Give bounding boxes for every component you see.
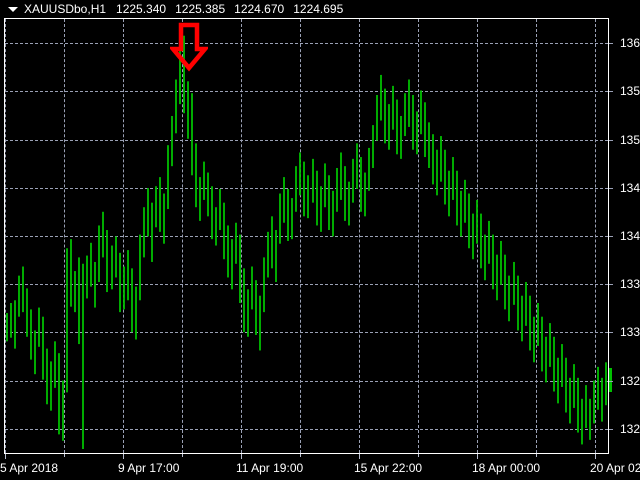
time-tick-minor	[418, 454, 419, 457]
gridline-vertical-minor	[300, 19, 301, 453]
price-label: 1336.640	[620, 277, 640, 292]
price-tick	[609, 90, 613, 92]
time-tick-minor	[300, 454, 301, 457]
symbol-label[interactable]: XAUUSDbo,H1	[24, 2, 107, 16]
time-label: 5 Apr 2018	[0, 461, 59, 475]
price-tick	[609, 429, 613, 431]
price-tick	[609, 381, 613, 383]
quote-low: 1224.670	[234, 2, 285, 16]
gridline-horizontal	[5, 42, 608, 44]
gridline-vertical-minor	[64, 19, 65, 453]
time-tick	[359, 454, 360, 459]
plot-frame	[4, 18, 609, 454]
time-tick-minor	[182, 454, 183, 457]
gridline-horizontal	[5, 139, 608, 141]
price-tick	[609, 42, 613, 44]
price-label: 1363.100	[620, 35, 640, 50]
time-label: 15 Apr 22:00	[354, 461, 423, 475]
time-label: 11 Apr 19:00	[236, 461, 304, 475]
price-label: 1352.495	[620, 132, 640, 147]
price-label: 1320.785	[620, 422, 640, 437]
plot-area[interactable]	[5, 19, 608, 453]
gridline-horizontal	[5, 235, 608, 237]
gridline-horizontal	[5, 187, 608, 189]
gridline-vertical	[5, 19, 6, 453]
price-tick	[609, 332, 613, 334]
time-tick	[123, 454, 124, 459]
time-tick-minor	[536, 454, 537, 457]
time-tick	[595, 454, 596, 459]
gridline-horizontal	[5, 429, 608, 431]
chevron-down-icon[interactable]	[8, 6, 18, 12]
ohlc-bars	[6, 33, 607, 449]
quote-high: 1224.695	[293, 2, 344, 16]
time-tick	[477, 454, 478, 459]
last-price-marker	[609, 368, 612, 393]
price-tick	[609, 187, 613, 189]
gridline-vertical-minor	[182, 19, 183, 453]
gridline-horizontal	[5, 284, 608, 286]
gridline-vertical	[123, 19, 124, 453]
time-tick	[241, 454, 242, 459]
time-tick-minor	[64, 454, 65, 457]
time-scale[interactable]: 5 Apr 2018 9 Apr 17:00 11 Apr 19:00 15 Apr …	[0, 454, 640, 480]
time-label: 18 Apr 00:00	[472, 461, 541, 475]
quote-ask: 1225.385	[175, 2, 226, 16]
gridline-vertical-minor	[536, 19, 537, 453]
gridline-vertical	[595, 19, 596, 453]
time-tick	[5, 454, 6, 459]
price-scale[interactable]: 1363.100 1357.850 1352.495 1347.245 1341.995…	[609, 18, 640, 454]
gridline-vertical	[359, 19, 360, 453]
price-tick	[609, 284, 613, 286]
symbol-bar: XAUUSDbo,H1 1225.340 1225.385 1224.670 1…	[0, 0, 640, 18]
time-label: 9 Apr 17:00	[118, 461, 180, 475]
price-tick	[609, 139, 613, 141]
gridline-vertical-minor	[418, 19, 419, 453]
gridline-horizontal	[5, 90, 608, 92]
quote-bid: 1225.340	[116, 2, 167, 16]
arrow-down-icon[interactable]	[170, 22, 208, 72]
time-label: 20 Apr 02:00	[590, 461, 640, 475]
gridline-horizontal	[5, 332, 608, 334]
price-tick	[609, 235, 613, 237]
gridline-horizontal	[5, 381, 608, 383]
price-label: 1357.850	[620, 83, 640, 98]
price-label: 1326.035	[620, 374, 640, 389]
gridline-vertical	[241, 19, 242, 453]
price-label: 1347.245	[620, 180, 640, 195]
